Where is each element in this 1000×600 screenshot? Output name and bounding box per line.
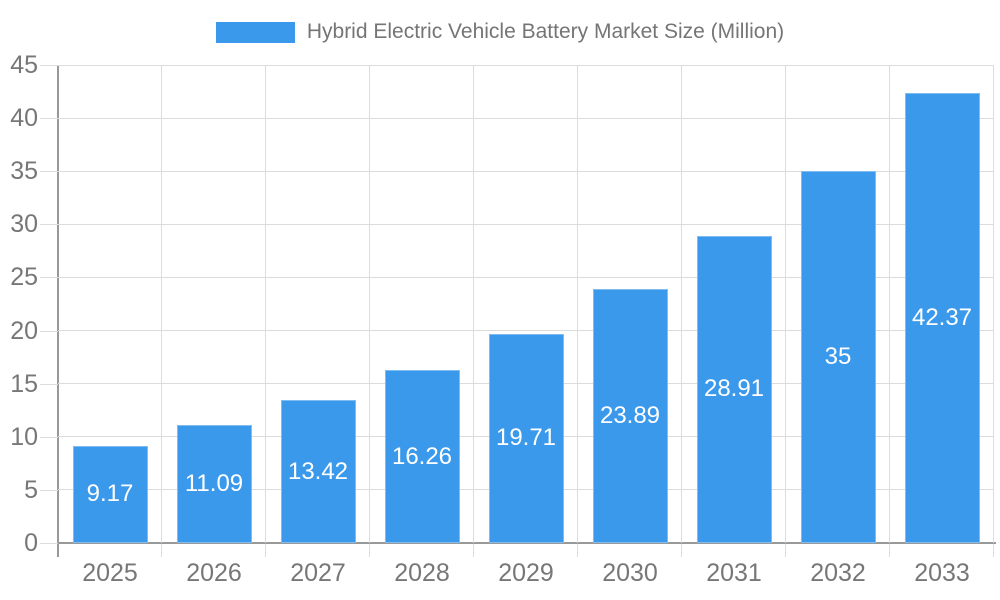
gridline-horizontal	[58, 276, 994, 278]
x-axis-label: 2030	[602, 559, 658, 587]
bar-2027[interactable]: 13.42	[280, 400, 356, 543]
bar-2028[interactable]: 16.26	[384, 370, 460, 543]
x-axis-label: 2033	[914, 559, 970, 587]
gridline-vertical	[889, 65, 890, 543]
x-axis-label: 2027	[290, 559, 346, 587]
gridline-vertical	[161, 65, 162, 543]
y-axis-tick	[40, 543, 58, 544]
gridline-vertical	[577, 65, 578, 543]
y-axis-tick	[40, 277, 58, 279]
y-axis-label: 15	[10, 369, 38, 398]
y-axis-label: 20	[10, 316, 38, 345]
x-axis-label: 2032	[810, 559, 866, 587]
gridline-horizontal	[58, 170, 994, 172]
x-axis-label: 2028	[394, 559, 450, 587]
x-axis-label: 2025	[82, 559, 138, 587]
gridline-horizontal	[58, 330, 994, 332]
bar-value-label: 19.71	[495, 424, 557, 452]
x-axis-tick	[785, 544, 786, 557]
y-axis-label: 35	[10, 157, 38, 186]
bar-value-label: 16.26	[391, 442, 453, 470]
y-axis-tick	[40, 383, 58, 385]
y-axis-label: 30	[10, 210, 38, 239]
gridline-horizontal	[58, 117, 994, 119]
y-axis-tick	[40, 224, 58, 226]
gridline-vertical	[265, 65, 266, 543]
y-axis-tick	[40, 330, 58, 332]
bar-value-label: 42.37	[911, 303, 973, 331]
bar-2030[interactable]: 23.89	[592, 289, 668, 543]
legend-swatch[interactable]	[215, 21, 295, 43]
y-axis-tick	[40, 65, 58, 66]
gridline-vertical	[473, 65, 474, 543]
x-axis-tick	[265, 544, 266, 557]
gridline-vertical	[369, 65, 370, 543]
x-axis-label: 2029	[498, 559, 554, 587]
y-axis-tick	[40, 171, 58, 173]
x-axis-tick	[369, 544, 370, 557]
gridline-vertical	[993, 65, 994, 543]
y-axis-tick	[40, 489, 58, 491]
x-axis-tick	[889, 544, 890, 557]
x-axis-label: 2031	[706, 559, 762, 587]
y-axis-label: 5	[24, 475, 38, 504]
y-axis-tick	[40, 118, 58, 120]
bar-2029[interactable]: 19.71	[488, 333, 564, 543]
legend-label: Hybrid Electric Vehicle Battery Market S…	[306, 20, 785, 43]
bar-value-label: 35	[824, 343, 852, 371]
x-axis-label: 2026	[186, 559, 242, 587]
y-axis-label: 10	[10, 422, 38, 451]
bar-2026[interactable]: 11.09	[176, 425, 252, 543]
bar-value-label: 28.91	[703, 375, 765, 403]
x-axis-tick	[681, 544, 682, 557]
gridline-horizontal	[58, 223, 994, 225]
y-axis-label: 0	[24, 529, 38, 557]
bar-value-label: 13.42	[287, 457, 349, 485]
bar-2025[interactable]: 9.17	[72, 445, 148, 543]
y-axis-line	[57, 65, 59, 557]
legend[interactable]: Hybrid Electric Vehicle Battery Market S…	[0, 20, 1000, 44]
y-axis-label: 45	[10, 51, 38, 79]
gridline-vertical	[785, 65, 786, 543]
bar-2033[interactable]: 42.37	[904, 92, 980, 543]
y-axis-label: 25	[10, 263, 38, 292]
gridline-vertical	[681, 65, 682, 543]
x-axis-tick	[577, 544, 578, 557]
x-axis-tick	[993, 544, 994, 557]
bar-2032[interactable]: 35	[800, 171, 876, 543]
x-axis-line	[58, 542, 996, 544]
y-axis-tick	[40, 436, 58, 438]
bar-value-label: 11.09	[184, 470, 244, 498]
bar-2031[interactable]: 28.91	[696, 235, 772, 543]
y-axis-label: 40	[10, 104, 38, 133]
bar-value-label: 9.17	[86, 480, 134, 508]
bar-value-label: 23.89	[599, 402, 661, 430]
gridline-horizontal	[58, 64, 994, 66]
plot-area: 9.17 11.09 13.42 16.26 19.71 23.89 28.91 35 42.3…	[58, 64, 994, 543]
x-axis-tick	[161, 544, 162, 557]
x-axis-tick	[473, 544, 474, 557]
